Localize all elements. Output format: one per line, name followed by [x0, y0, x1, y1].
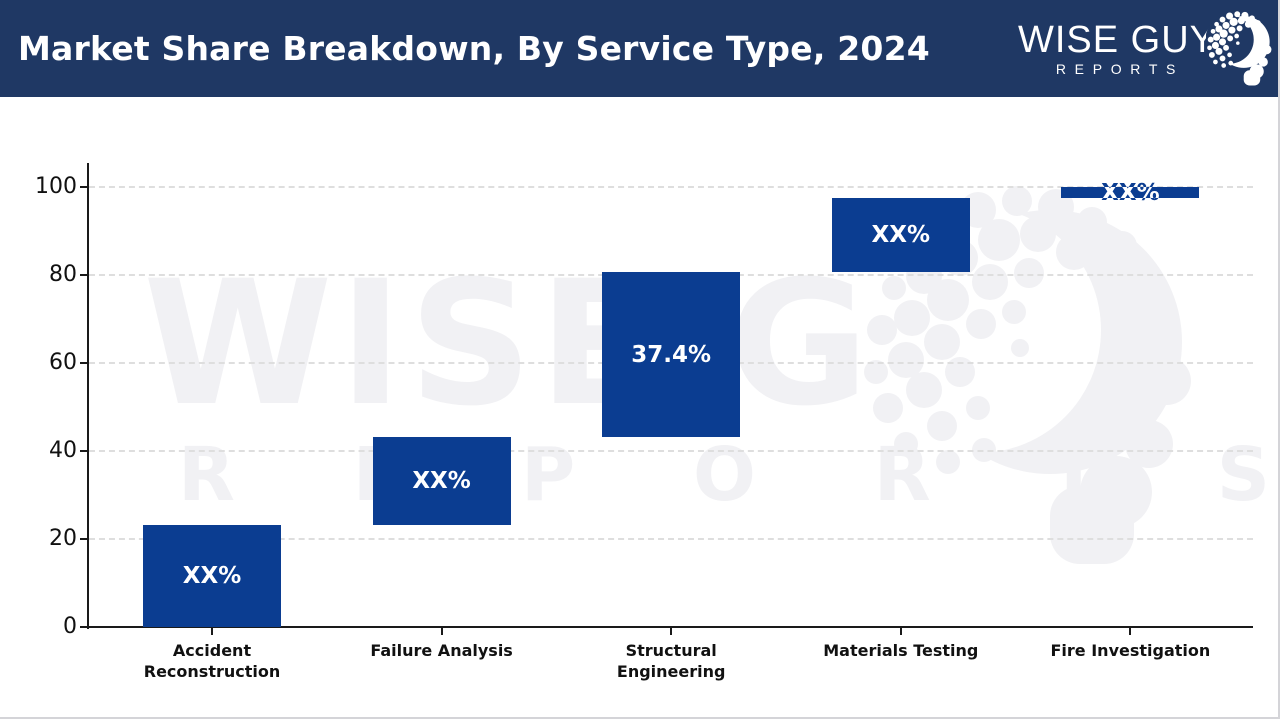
x-tick-fire-investigation — [1129, 627, 1132, 635]
logo-tagline: REPORTS — [1055, 61, 1185, 77]
y-tick-0 — [80, 626, 87, 628]
bar-accident-reconstruction: XX% — [143, 524, 281, 627]
x-tick-label-accident-reconstruction: Accident Reconstruction — [143, 641, 281, 681]
y-axis-spine — [87, 163, 89, 629]
x-tick-label-structural-engineering: Structural Engineering — [616, 641, 726, 681]
x-tick-materials-testing — [899, 627, 902, 635]
gridline-y-40 — [89, 450, 1253, 452]
bar-label-failure-analysis: XX% — [412, 467, 471, 494]
bar-label-materials-testing: XX% — [871, 222, 931, 249]
logo-wordmark: WISE GUY — [1017, 19, 1216, 61]
x-tick-structural-engineering — [670, 627, 673, 635]
logo-text-block: WISE GUY REPORTS — [1018, 20, 1216, 77]
y-tick-label-40: 40 — [49, 438, 77, 463]
y-tick-label-60: 60 — [49, 350, 77, 375]
y-tick-label-0: 0 — [63, 614, 77, 639]
bar-failure-analysis: XX% — [372, 436, 511, 525]
gridline-y-100 — [89, 186, 1253, 188]
y-tick-80 — [80, 274, 87, 276]
y-tick-label-100: 100 — [35, 174, 77, 199]
x-axis-spine — [87, 626, 1253, 628]
y-tick-40 — [80, 450, 87, 452]
y-tick-label-80: 80 — [49, 262, 77, 287]
bar-materials-testing: XX% — [831, 198, 970, 273]
y-tick-100 — [80, 186, 87, 188]
bar-label-structural-engineering: 37.4% — [631, 341, 712, 368]
bar-label-fire-investigation: XX% — [1101, 187, 1160, 198]
bar-structural-engineering: 37.4% — [602, 272, 741, 437]
bar-label-accident-reconstruction: XX% — [182, 562, 242, 589]
x-tick-label-failure-analysis: Failure Analysis — [370, 641, 513, 660]
y-tick-label-20: 20 — [49, 526, 77, 551]
header-bar: Market Share Breakdown, By Service Type,… — [0, 0, 1280, 97]
chart-title: Market Share Breakdown, By Service Type,… — [18, 29, 930, 68]
y-tick-20 — [80, 538, 87, 540]
x-tick-failure-analysis — [440, 627, 443, 635]
wise-guy-logo: WISE GUY REPORTS — [1018, 7, 1280, 91]
x-tick-label-materials-testing: Materials Testing — [823, 641, 979, 660]
logo-head-icon — [1205, 7, 1272, 91]
bar-fire-investigation: XX% — [1061, 187, 1200, 198]
gridline-y-20 — [89, 538, 1253, 540]
y-tick-60 — [80, 362, 87, 364]
x-tick-label-fire-investigation: Fire Investigation — [1050, 641, 1211, 660]
x-tick-accident-reconstruction — [211, 627, 213, 635]
